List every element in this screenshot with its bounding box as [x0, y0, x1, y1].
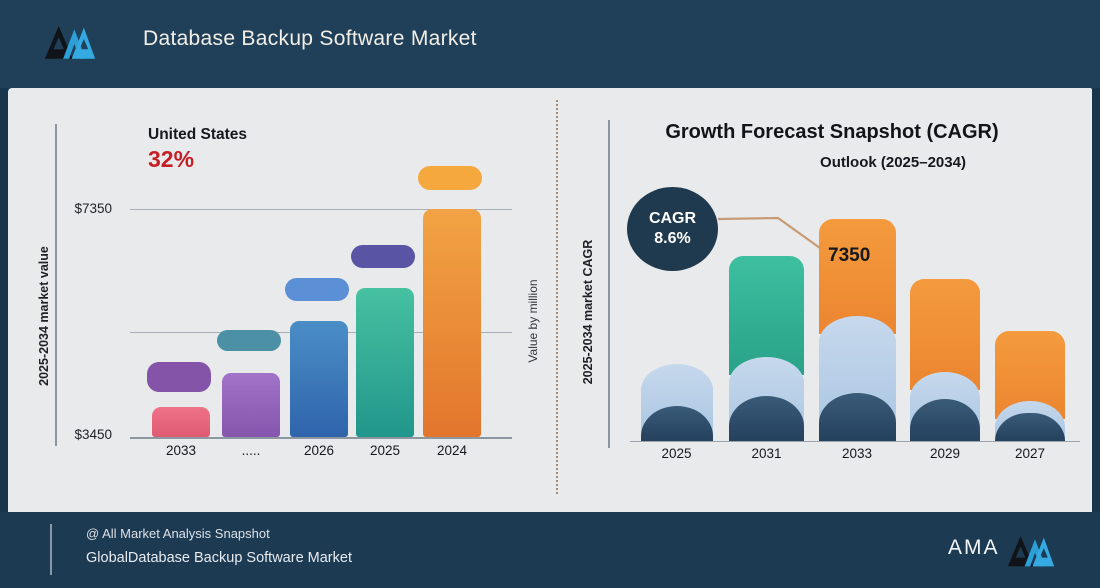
right-bar-2029-base: [910, 399, 980, 441]
ama-logo-footer-icon: [1007, 536, 1055, 567]
footer-snapshot-text: @ All Market Analysis Snapshot: [86, 526, 270, 541]
left-y-axis-label: 2025-2034 market value: [37, 246, 51, 386]
right-bar-2031-top: [729, 256, 804, 376]
left-ytick-top: $7350: [74, 201, 112, 216]
left-cat-label-2033: 2033: [165, 443, 197, 458]
right-bar-2031-base: [729, 396, 804, 441]
footer-market-text: GlobalDatabase Backup Software Market: [86, 550, 352, 566]
left-bar-.....: [222, 373, 280, 437]
page-title: Database Backup Software Market: [143, 27, 477, 50]
left-chart-highlight: 32%: [148, 146, 195, 172]
right-y-axis-label: 2025-2034 market CAGR: [581, 239, 595, 385]
left-bar-2026: [290, 320, 348, 437]
left-cap-2025: [351, 244, 415, 268]
footer-brand-text: AMA: [948, 536, 1000, 559]
cagr-badge-label: CAGR: [648, 210, 697, 227]
right-y-axis-line: [608, 120, 610, 448]
right-cat-label-2033: 2033: [841, 446, 873, 461]
right-cat-label-2031: 2031: [751, 446, 782, 461]
cagr-badge-value: 8.6%: [654, 230, 691, 247]
left-bar-2024: [423, 209, 481, 437]
left-gridline-0: [130, 209, 512, 211]
left-chart-heading: United States: [148, 126, 248, 143]
panel-divider: [556, 100, 558, 494]
footer-bar: @ All Market Analysis Snapshot GlobalDat…: [0, 512, 1100, 588]
left-bar-2025: [356, 287, 414, 437]
right-cat-label-2029: 2029: [929, 446, 961, 461]
left-cat-label-.....: .....: [241, 443, 261, 458]
left-cat-label-2024: 2024: [436, 443, 468, 458]
left-cap-2033: [147, 362, 211, 393]
left-x-axis-line: [130, 437, 512, 439]
right-bar-2029-top: [910, 278, 980, 390]
left-cap-.....: [217, 329, 281, 352]
right-chart-title: Growth Forecast Snapshot (CAGR): [665, 121, 999, 143]
right-chart-subtitle: Outlook (2025–2034): [820, 154, 966, 171]
footer-divider-line: [50, 524, 52, 575]
bar-data-label: 7350: [828, 245, 871, 266]
left-cat-label-2026: 2026: [303, 443, 335, 458]
cagr-connector-line: [717, 216, 821, 249]
right-x-axis-line: [630, 441, 1080, 442]
left-ytick-bottom: $3450: [74, 427, 112, 442]
right-bar-2033-top: [818, 219, 896, 334]
content-area: 2025-2034 market value United States 32%…: [8, 88, 1092, 512]
left-cat-label-2025: 2025: [369, 443, 401, 458]
cagr-badge: CAGR 8.6%: [627, 187, 718, 271]
right-cat-label-2025: 2025: [661, 446, 692, 461]
left-bar-2033: [152, 407, 210, 437]
left-y-axis-line: [55, 124, 57, 446]
middle-axis-label: Value by million: [526, 279, 540, 363]
header-bar: Database Backup Software Market: [0, 0, 1100, 88]
right-bar-2033-base: [818, 393, 896, 441]
left-cap-2024: [418, 166, 482, 190]
left-cap-2026: [285, 277, 349, 302]
ama-logo-icon: [44, 25, 96, 59]
right-cat-label-2027: 2027: [1014, 446, 1046, 461]
